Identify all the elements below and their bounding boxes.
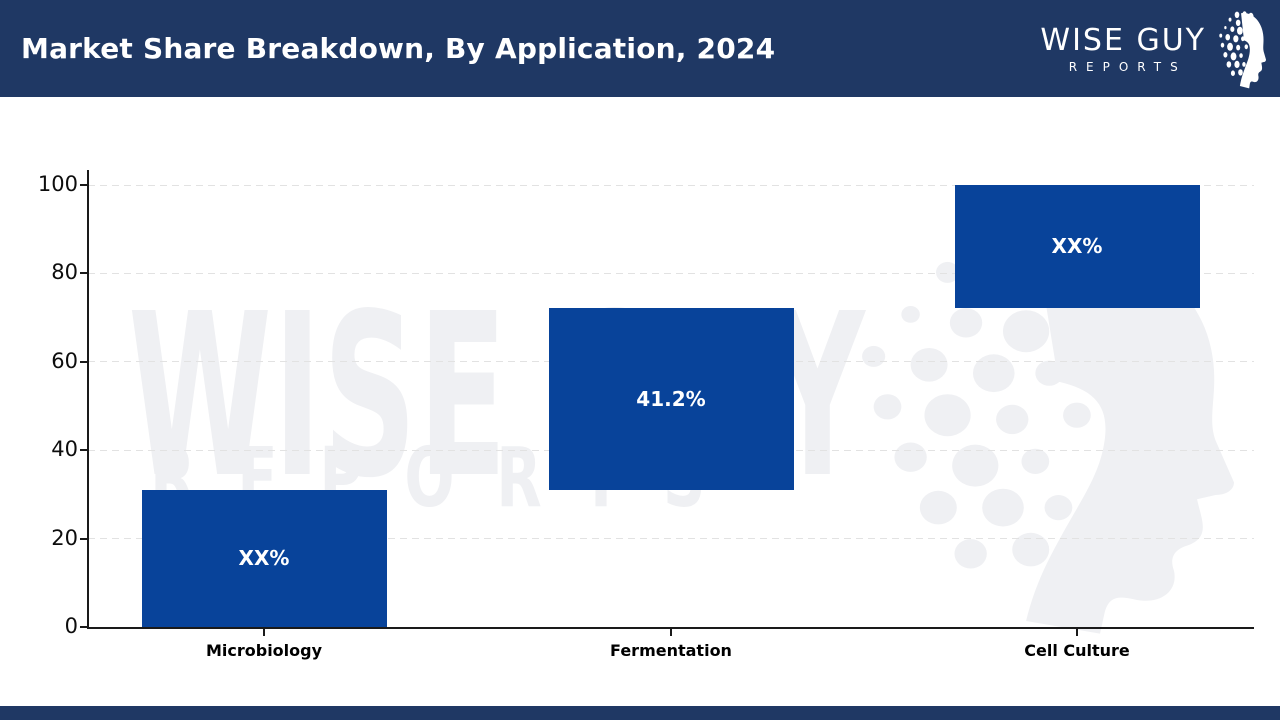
bar-value-label: XX% (238, 546, 290, 571)
bar-cell-culture: XX% (954, 185, 1200, 308)
y-tick-20 (80, 537, 87, 540)
x-category-label: Microbiology (205, 641, 323, 660)
y-tick-label-80: 80 (51, 260, 78, 285)
y-tick-40 (80, 449, 87, 452)
y-tick-0 (80, 626, 87, 628)
chart-title: Market Share Breakdown, By Application, … (21, 32, 776, 65)
brand-name: WISE GUY (1040, 23, 1206, 58)
brand-logo: WISE GUY REPORTS (1040, 10, 1266, 90)
header-bar: Market Share Breakdown, By Application, … (0, 0, 1280, 97)
bar-value-label: 41.2% (636, 386, 706, 411)
x-tick-3 (1076, 629, 1078, 636)
y-tick-label-20: 20 (51, 525, 78, 550)
footer-bar (0, 706, 1280, 720)
y-tick-label-60: 60 (51, 348, 78, 373)
y-tick-label-100: 100 (37, 172, 78, 196)
y-tick-80 (80, 272, 87, 275)
y-tick-label-0: 0 (64, 614, 78, 638)
bar-value-label: XX% (1051, 234, 1103, 259)
x-category-label: Cell Culture (1024, 641, 1130, 660)
x-axis-spine (87, 627, 1254, 629)
bar-fermentation: 41.2% (548, 307, 794, 490)
x-category-label: Fermentation (610, 641, 732, 660)
gridline-20 (88, 538, 1254, 540)
x-tick-1 (263, 629, 265, 636)
y-axis-spine (87, 170, 89, 629)
brand-face-icon (1208, 10, 1266, 90)
brand-subtitle: REPORTS (1068, 60, 1187, 74)
y-tick-label-40: 40 (51, 437, 78, 462)
y-tick-60 (80, 360, 87, 363)
gridline-80 (88, 272, 1254, 274)
gridline-100 (88, 184, 1254, 186)
y-tick-100 (80, 184, 87, 186)
x-tick-2 (670, 629, 672, 636)
bar-microbiology: XX% (141, 489, 387, 627)
